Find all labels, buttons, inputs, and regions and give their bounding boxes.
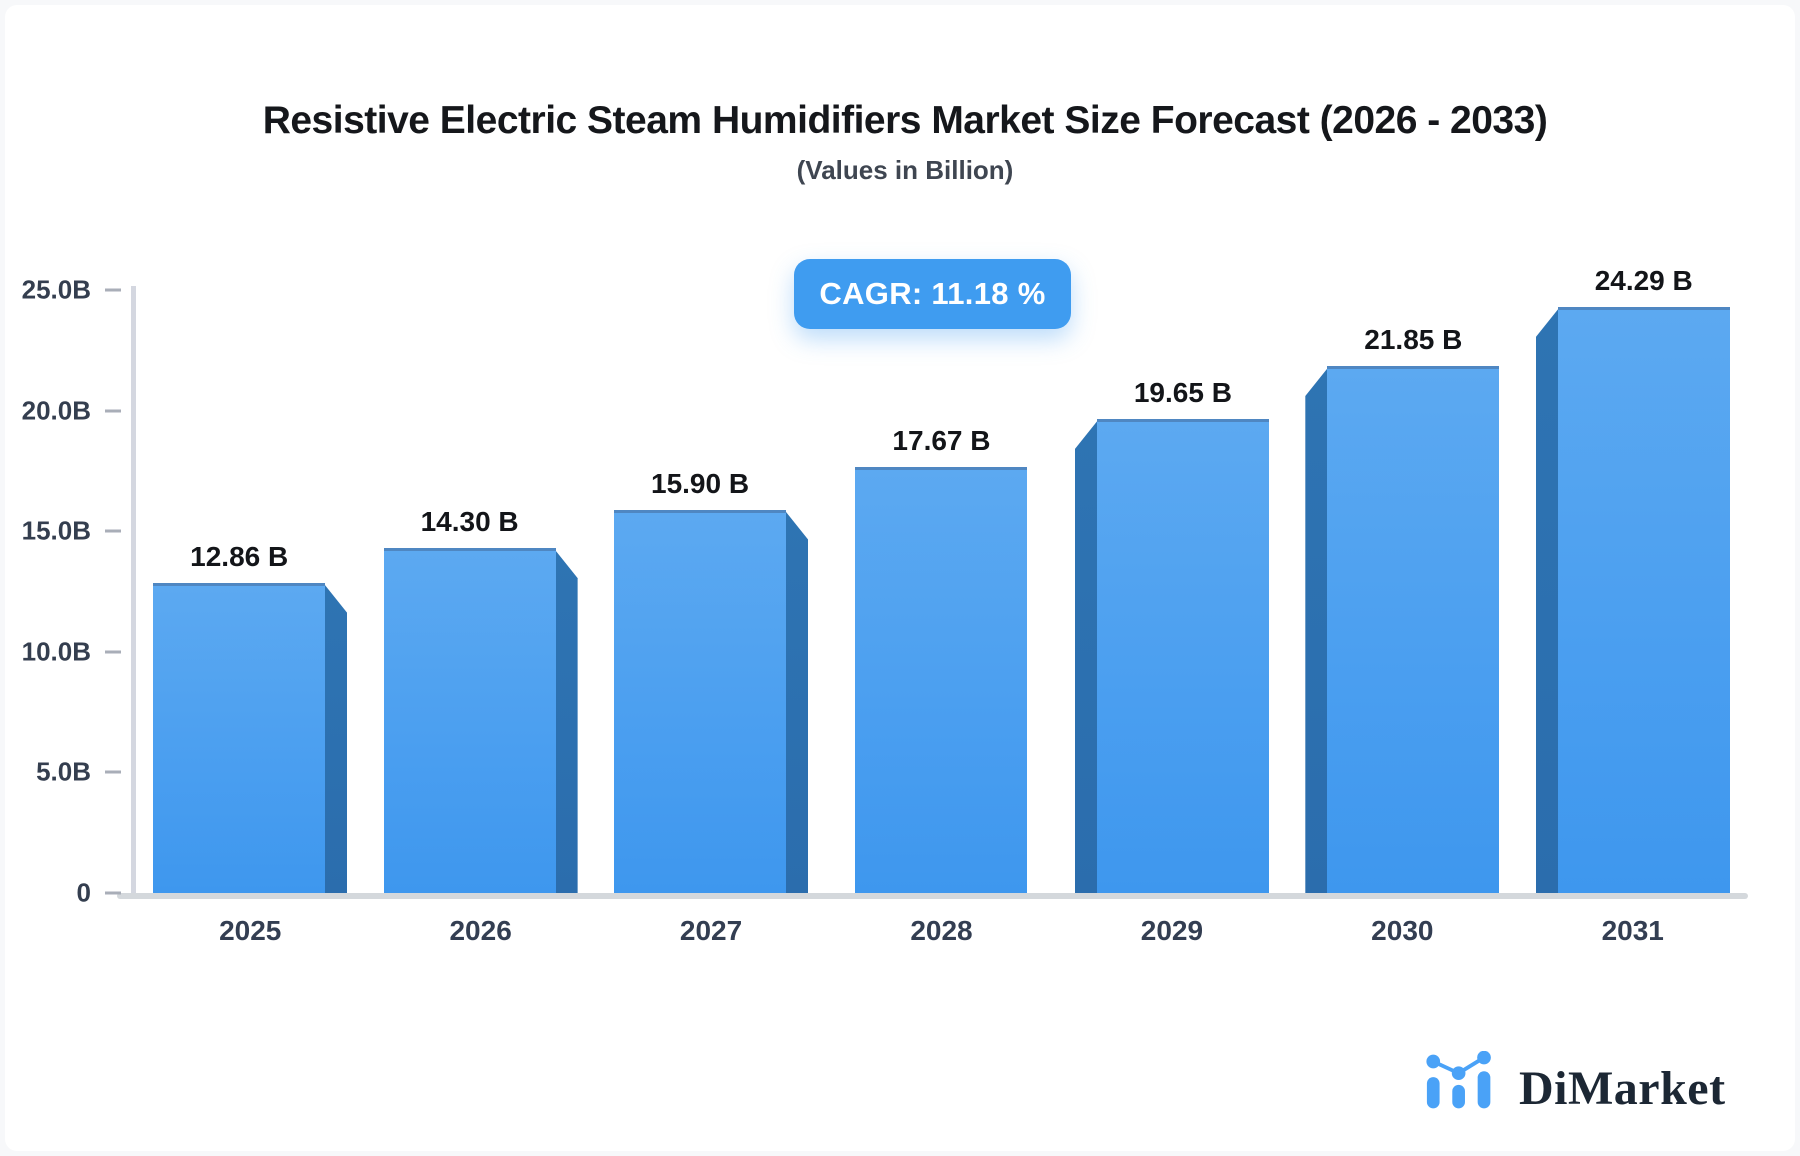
x-axis-label-2030: 2030 [1371,915,1434,946]
bar-2026: 14.30 B [383,506,578,893]
bar-front-face [1557,307,1730,893]
bar-side-face [1535,307,1560,893]
bar-2030: 21.85 B [1305,324,1500,893]
bar-front-face [614,509,787,893]
brand-name: DiMarket [1519,1062,1726,1115]
bar-value-label: 12.86 B [190,540,289,572]
bar-2028: 17.67 B [844,425,1038,893]
bar-front-face [1096,419,1269,893]
bar-front-face [383,548,556,893]
y-axis-line [131,286,136,893]
bar-front-face [855,466,1028,893]
chart-subtitle: (Values in Billion) [796,155,1014,185]
bar-2025: 12.86 B [153,541,348,893]
bar-side-face [1305,366,1330,893]
bar-slot-2027: 15.90 B 2027 [596,290,826,946]
bar-slot-2025: 12.86 B 2025 [135,290,365,946]
y-tick-label: 25.0B [21,274,91,305]
brand-logo: DiMarket [1423,1051,1726,1113]
bar-chart-logo-icon [1426,1051,1491,1109]
y-tick-label: 15.0B [21,515,91,546]
bar-side-face [784,509,809,893]
bar-value-label: 14.30 B [420,506,519,538]
x-axis-label-2026: 2026 [449,915,512,946]
x-axis-label-2025: 2025 [219,915,282,946]
y-tick-mark [105,409,121,413]
bar-value-label: 21.85 B [1364,324,1463,355]
bar-side-face [323,582,348,893]
y-tick-mark [105,891,121,895]
chart-title: Resistive Electric Steam Humidifiers Mar… [262,99,1548,142]
cagr-badge: CAGR: 11.18 % [794,259,1071,329]
y-tick-mark [105,770,121,774]
bar-slot-2030: 21.85 B 2030 [1287,290,1517,946]
bar-slot-2028: 17.67 B 2028 [826,290,1056,946]
y-tick-label: 10.0B [21,636,91,667]
bar-value-label: 15.90 B [651,467,750,499]
bar-value-label: 19.65 B [1133,377,1232,408]
bar-2027: 15.90 B [614,468,809,893]
y-tick-label: 5.0B [36,756,91,787]
x-axis-label-2029: 2029 [1140,915,1204,946]
bar-value-label: 17.67 B [892,424,991,456]
bar-side-face [553,548,578,893]
bar-value-label: 24.29 B [1594,265,1693,297]
bar-2031: 24.29 B [1535,265,1730,893]
bar-side-face [1074,419,1099,893]
x-axis-label-2031: 2031 [1601,915,1664,946]
bar-plot-area: 12.86 B 2025 14.30 B 2026 15.90 B 2027 17.67 B… [135,265,1748,946]
bar-front-face [1327,366,1500,893]
y-tick-mark [105,529,121,533]
bar-slot-2029: 19.65 B 2029 [1057,290,1287,946]
y-tick-label: 20.0B [21,395,91,426]
cagr-badge-label: CAGR: 11.18 % [819,276,1046,311]
chart-card: Resistive Electric Steam Humidifiers Mar… [5,5,1795,1151]
y-tick-mark [105,650,121,654]
y-tick-mark [105,288,121,292]
bar-front-face [153,582,326,893]
bar-slot-2026: 14.30 B 2026 [365,290,595,946]
bar-slot-2031: 24.29 B 2031 [1518,265,1748,946]
x-axis-label-2027: 2027 [679,915,743,946]
x-axis-label-2028: 2028 [910,915,973,946]
x-axis-baseline [117,893,1748,899]
y-tick-label: 0 [76,877,91,908]
bar-2029: 19.65 B [1074,377,1269,893]
